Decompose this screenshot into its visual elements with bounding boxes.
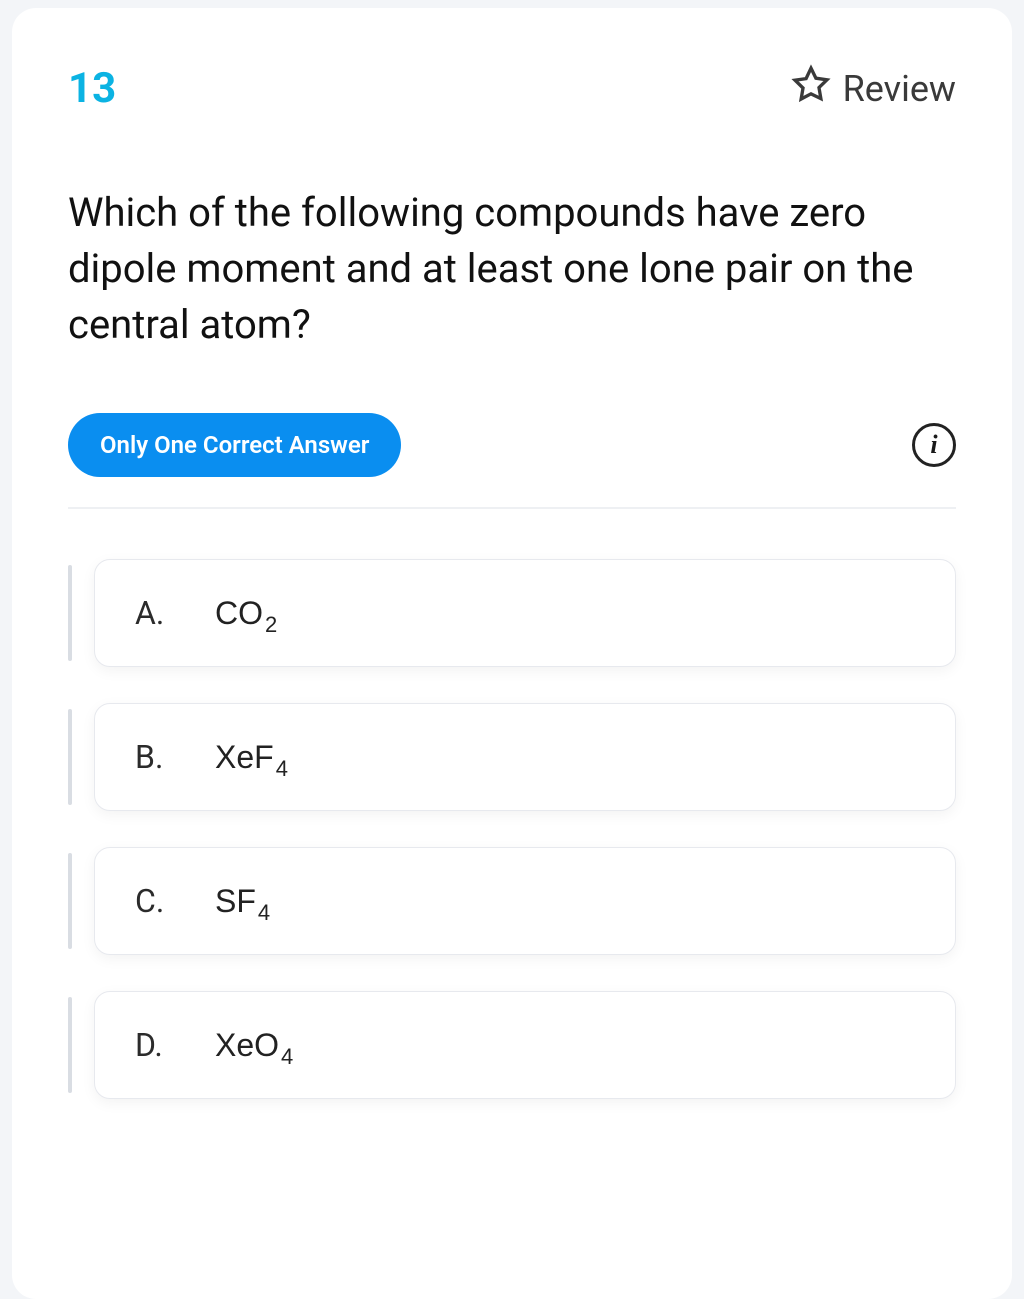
option-c-wrap: C. SF4	[68, 847, 956, 955]
formula-base: CO	[215, 595, 263, 632]
options-list: A. CO2 B. XeF4 C. SF4	[68, 559, 956, 1099]
formula-sub: 2	[265, 612, 277, 638]
info-icon[interactable]: i	[912, 423, 956, 467]
formula-base: XeO	[215, 1027, 279, 1064]
answer-type-chip: Only One Correct Answer	[68, 413, 401, 477]
formula-base: XeF	[215, 739, 274, 776]
formula-sub: 4	[276, 756, 288, 782]
option-c[interactable]: C. SF4	[94, 847, 956, 955]
formula-base: SF	[215, 883, 256, 920]
divider-line	[68, 507, 956, 509]
option-d[interactable]: D. XeO4	[94, 991, 956, 1099]
option-letter: C.	[135, 882, 181, 920]
option-formula: XeF4	[215, 739, 288, 776]
option-letter: A.	[135, 594, 181, 632]
option-letter: D.	[135, 1026, 181, 1064]
option-a-wrap: A. CO2	[68, 559, 956, 667]
option-formula: SF4	[215, 883, 270, 920]
option-letter: B.	[135, 738, 181, 776]
top-bar: 13 Review	[68, 64, 956, 113]
formula-sub: 4	[258, 900, 270, 926]
star-icon	[791, 64, 831, 113]
review-label: Review	[843, 68, 956, 110]
option-d-wrap: D. XeO4	[68, 991, 956, 1099]
option-b[interactable]: B. XeF4	[94, 703, 956, 811]
option-formula: XeO4	[215, 1027, 293, 1064]
formula-sub: 4	[281, 1044, 293, 1070]
question-number: 13	[68, 64, 116, 113]
option-a[interactable]: A. CO2	[94, 559, 956, 667]
review-button[interactable]: Review	[791, 64, 956, 113]
question-card: 13 Review Which of the following compoun…	[12, 8, 1012, 1299]
option-formula: CO2	[215, 595, 277, 632]
meta-row: Only One Correct Answer i	[68, 413, 956, 477]
option-b-wrap: B. XeF4	[68, 703, 956, 811]
question-text: Which of the following compounds have ze…	[68, 185, 948, 353]
